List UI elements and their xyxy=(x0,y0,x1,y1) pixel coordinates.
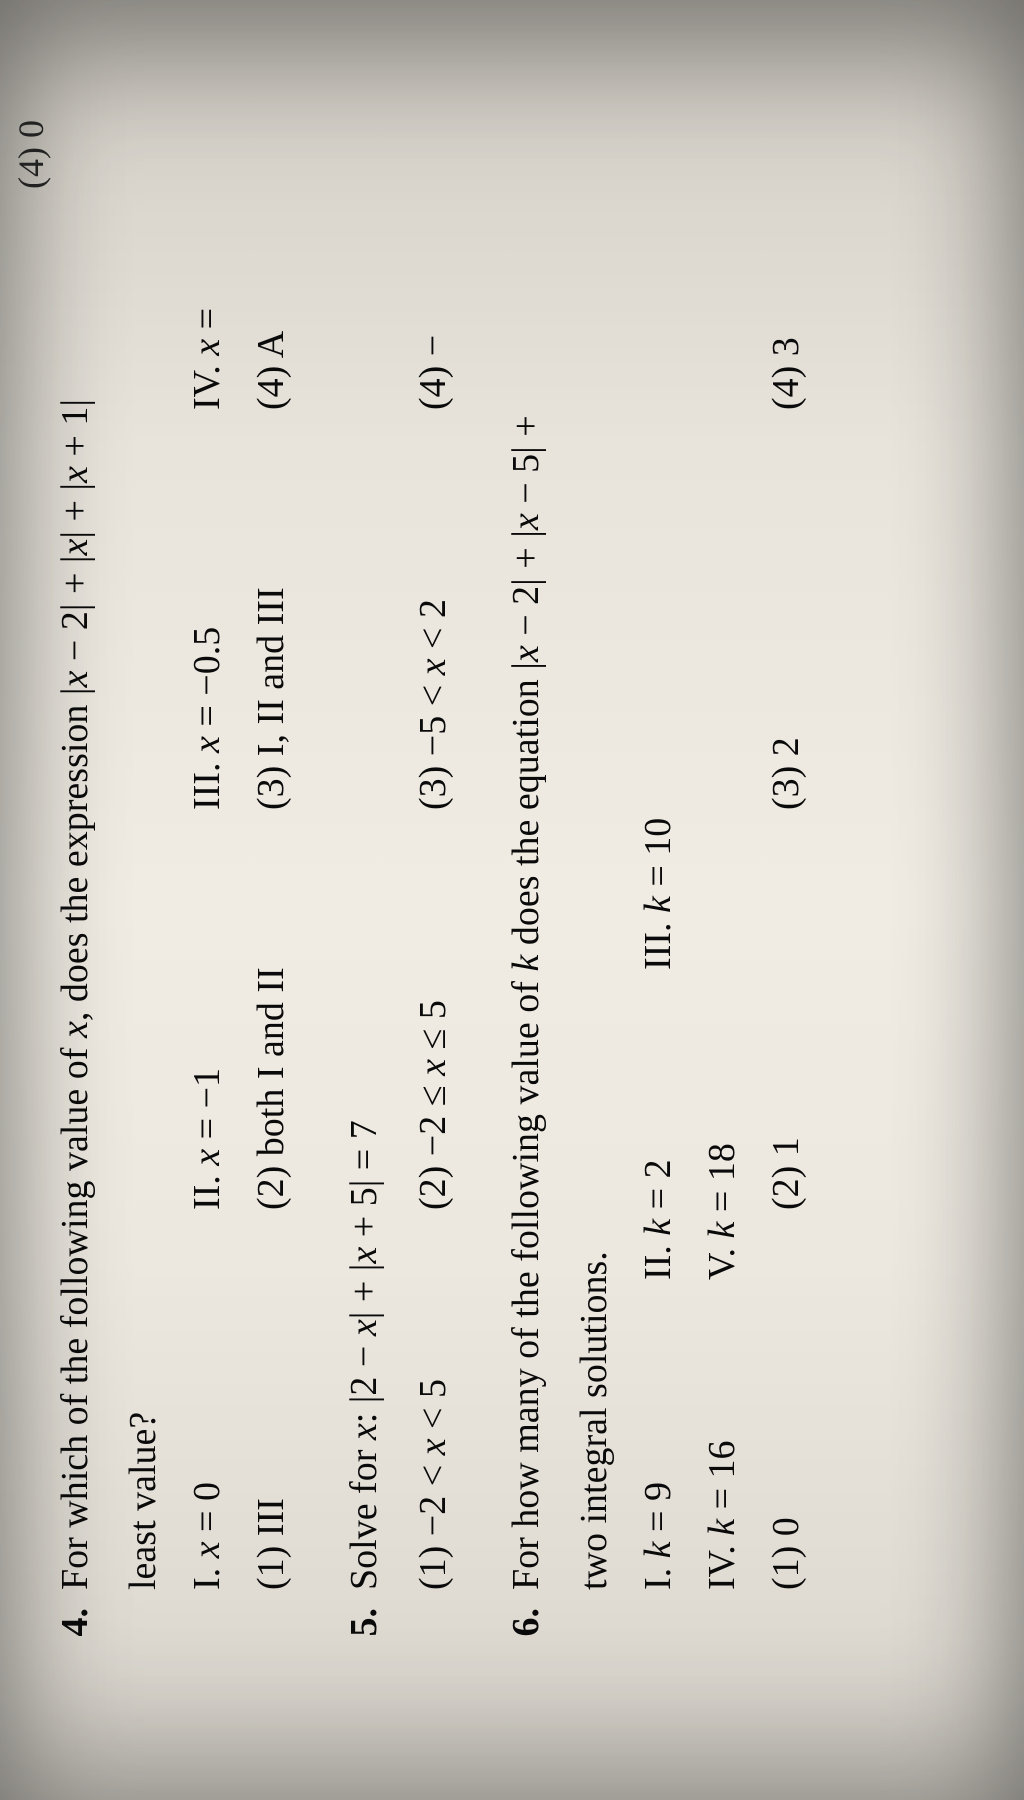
q5-options: (1) −2 < x < 5 (2) −2 ≤ x ≤ 5 (3) −5 < x… xyxy=(411,80,455,1660)
q6-roman-ii: II. k = 2 xyxy=(636,970,680,1280)
q6-text-line1: For how many of the following value of k… xyxy=(501,80,552,1590)
q6-option-2: (2) 1 xyxy=(764,810,808,1210)
q4-roman-iii: III. x = −0.5 xyxy=(185,410,229,810)
question-5: 5. Solve for x: |2 − x| + |x + 5| = 7 (1… xyxy=(339,80,462,1660)
q6-option-1: (1) 0 xyxy=(764,1210,808,1590)
q5-option-1: (1) −2 < x < 5 xyxy=(411,1210,455,1590)
q6-roman-v: V. k = 18 xyxy=(700,970,744,1280)
q4-option-4: (4) A xyxy=(249,210,293,410)
q5-option-2: (2) −2 ≤ x ≤ 5 xyxy=(411,810,455,1210)
q4-roman-row: I. x = 0 II. x = −1 III. x = −0.5 IV. x … xyxy=(185,80,229,1660)
q6-roman-iii: III. k = 10 xyxy=(636,660,680,970)
question-6: 6. For how many of the following value o… xyxy=(501,80,816,1660)
q6-roman-i: I. k = 9 xyxy=(636,1280,680,1590)
q5-option-3: (3) −5 < x < 2 xyxy=(411,410,455,810)
q5-number: 5. xyxy=(342,1590,386,1660)
q4-number: 4. xyxy=(53,1590,97,1660)
q6-text-line2: two integral solutions. xyxy=(572,80,616,1660)
top-fragment: (4) 0 xyxy=(10,120,52,189)
q4-option-3: (3) I, II and III xyxy=(249,410,293,810)
q4-roman-iv: IV. x = xyxy=(185,210,229,410)
q6-options: (1) 0 (2) 1 (3) 2 (4) 3 xyxy=(764,80,808,1660)
q4-option-1: (1) III xyxy=(249,1210,293,1590)
q6-option-4: (4) 3 xyxy=(764,210,808,410)
q6-roman-row1: I. k = 9 II. k = 2 III. k = 10 xyxy=(636,80,680,1660)
page-surface: (4) 0 4. For which of the following valu… xyxy=(0,0,1024,1800)
q6-roman-row2: IV. k = 16 V. k = 18 xyxy=(700,80,744,1660)
q4-option-2: (2) both I and II xyxy=(249,810,293,1210)
q6-roman-iv: IV. k = 16 xyxy=(700,1280,744,1590)
question-4: 4. For which of the following value of x… xyxy=(50,80,301,1660)
q4-roman-ii: II. x = −1 xyxy=(185,810,229,1210)
q4-text-line2: least value? xyxy=(121,80,165,1660)
q6-number: 6. xyxy=(504,1590,548,1660)
q5-option-4: (4) − xyxy=(411,210,455,410)
q5-text: Solve for x: |2 − x| + |x + 5| = 7 xyxy=(339,80,390,1590)
q4-roman-i: I. x = 0 xyxy=(185,1210,229,1590)
q4-options: (1) III (2) both I and II (3) I, II and … xyxy=(249,80,293,1660)
q6-option-3: (3) 2 xyxy=(764,410,808,810)
q4-text-line1: For which of the following value of x, d… xyxy=(50,80,101,1590)
